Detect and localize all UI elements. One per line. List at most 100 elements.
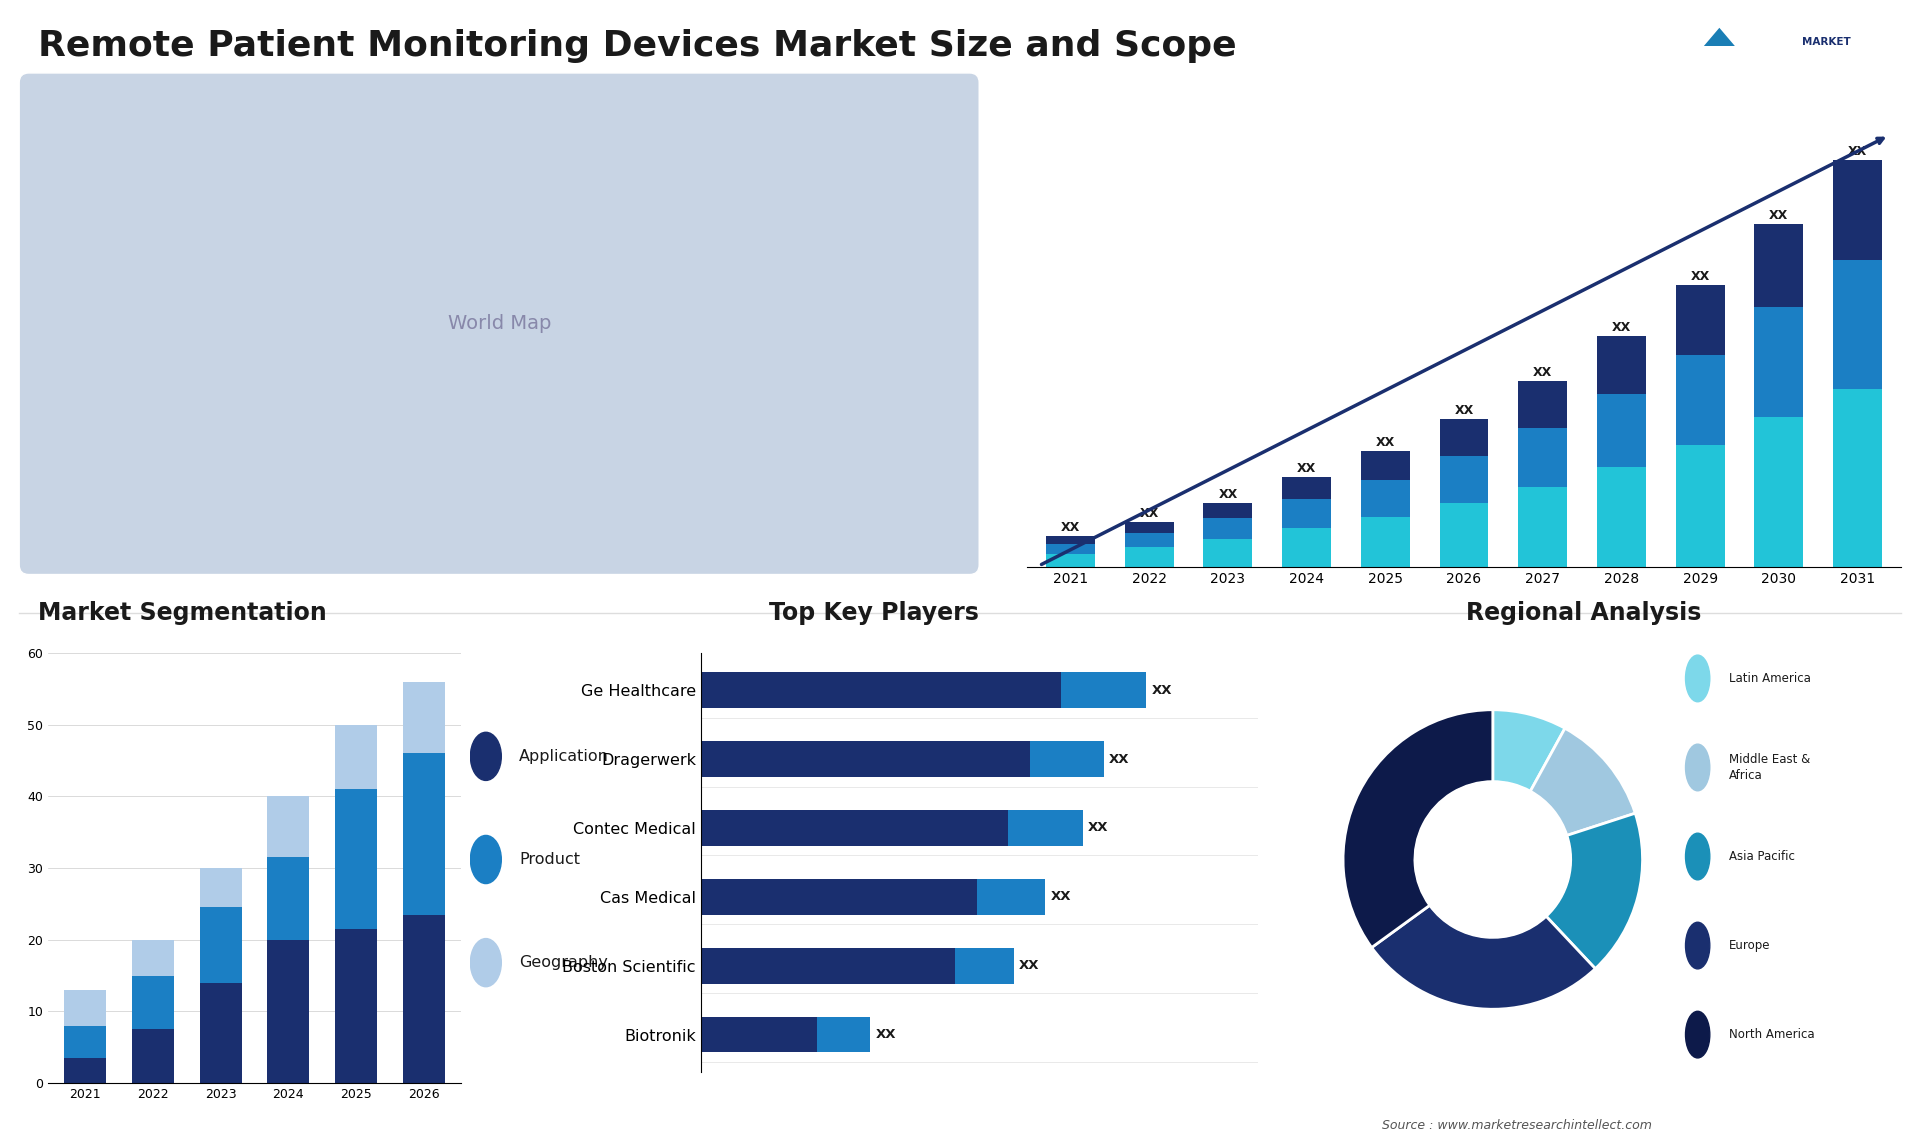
Bar [701, 948, 956, 983]
Bar [1125, 521, 1173, 533]
Bar [132, 940, 175, 975]
Circle shape [1686, 744, 1711, 791]
Text: Europe: Europe [1728, 939, 1770, 952]
Bar [334, 725, 376, 790]
Bar [1125, 547, 1173, 567]
Bar [403, 915, 445, 1083]
Text: Asia Pacific: Asia Pacific [1728, 850, 1795, 863]
Text: Product: Product [518, 851, 580, 868]
Circle shape [1686, 1011, 1711, 1058]
Bar [1029, 741, 1104, 777]
Bar [200, 908, 242, 982]
Bar [1440, 503, 1488, 567]
Bar [403, 682, 445, 754]
Bar [200, 869, 242, 908]
Text: XX: XX [1611, 321, 1630, 335]
Text: Source : www.marketresearchintellect.com: Source : www.marketresearchintellect.com [1382, 1120, 1653, 1132]
Bar [200, 982, 242, 1083]
Text: XX: XX [1062, 521, 1081, 534]
Bar [1125, 533, 1173, 547]
Text: RESEARCH: RESEARCH [1803, 61, 1864, 71]
Bar [1204, 503, 1252, 518]
Bar [1046, 554, 1094, 567]
Bar [1755, 417, 1803, 567]
Bar [63, 1026, 106, 1058]
Text: XX: XX [1020, 959, 1039, 972]
Bar [1283, 477, 1331, 500]
Bar [1834, 388, 1882, 567]
Bar [132, 1029, 175, 1083]
Bar [1204, 518, 1252, 540]
Circle shape [1415, 782, 1571, 937]
Text: World Map: World Map [447, 314, 551, 333]
Circle shape [1686, 833, 1711, 880]
Bar [1755, 307, 1803, 417]
Bar [1676, 445, 1724, 567]
Polygon shape [1680, 55, 1759, 101]
Text: XX: XX [1298, 462, 1317, 474]
Bar [1283, 528, 1331, 567]
Text: XX: XX [1089, 822, 1108, 834]
Bar [1062, 673, 1146, 708]
Text: Remote Patient Monitoring Devices Market Size and Scope: Remote Patient Monitoring Devices Market… [38, 29, 1236, 63]
Bar [1046, 544, 1094, 554]
Bar [1440, 418, 1488, 456]
Text: XX: XX [1847, 144, 1866, 158]
Bar [267, 857, 309, 940]
Text: Latin America: Latin America [1728, 672, 1811, 685]
Circle shape [470, 835, 501, 884]
Circle shape [470, 732, 501, 780]
Bar [701, 1017, 818, 1052]
Bar [701, 810, 1008, 846]
Wedge shape [1492, 709, 1565, 791]
Circle shape [1686, 656, 1711, 701]
Text: Regional Analysis: Regional Analysis [1467, 601, 1701, 625]
Bar [1755, 223, 1803, 307]
Wedge shape [1344, 709, 1494, 948]
Bar [267, 796, 309, 857]
Bar [1361, 517, 1409, 567]
Text: MARKET: MARKET [1803, 37, 1851, 47]
Text: INTELLECT: INTELLECT [1803, 85, 1864, 95]
Wedge shape [1546, 814, 1642, 968]
Bar [701, 741, 1029, 777]
Bar [818, 1017, 870, 1052]
FancyBboxPatch shape [19, 73, 979, 574]
Wedge shape [1371, 905, 1596, 1010]
Bar [1834, 260, 1882, 388]
Text: XX: XX [1110, 753, 1129, 766]
Bar [1519, 380, 1567, 427]
Text: XX: XX [1532, 366, 1553, 379]
Text: XX: XX [876, 1028, 897, 1041]
Text: Geography: Geography [518, 955, 609, 971]
Bar [1676, 285, 1724, 355]
Bar [63, 990, 106, 1026]
Bar [1597, 336, 1645, 394]
Bar [1519, 487, 1567, 567]
Text: XX: XX [1375, 437, 1396, 449]
Bar [1597, 466, 1645, 567]
Bar [701, 879, 977, 915]
Text: Top Key Players: Top Key Players [768, 601, 979, 625]
Bar [701, 673, 1062, 708]
Text: North America: North America [1728, 1028, 1814, 1041]
Bar [1676, 355, 1724, 445]
Text: XX: XX [1152, 684, 1171, 697]
Wedge shape [1530, 728, 1636, 835]
Bar [403, 754, 445, 915]
Bar [1008, 810, 1083, 846]
Text: XX: XX [1050, 890, 1071, 903]
Text: Market Segmentation: Market Segmentation [38, 601, 326, 625]
Bar [1519, 427, 1567, 487]
Bar [63, 1058, 106, 1083]
Bar [1283, 500, 1331, 528]
Bar [334, 790, 376, 929]
Text: XX: XX [1690, 270, 1709, 283]
Text: XX: XX [1140, 507, 1160, 519]
Bar [132, 975, 175, 1029]
Bar [1204, 540, 1252, 567]
Bar [977, 879, 1046, 915]
Circle shape [470, 939, 501, 987]
Text: XX: XX [1768, 209, 1788, 221]
Text: Application: Application [518, 748, 609, 764]
